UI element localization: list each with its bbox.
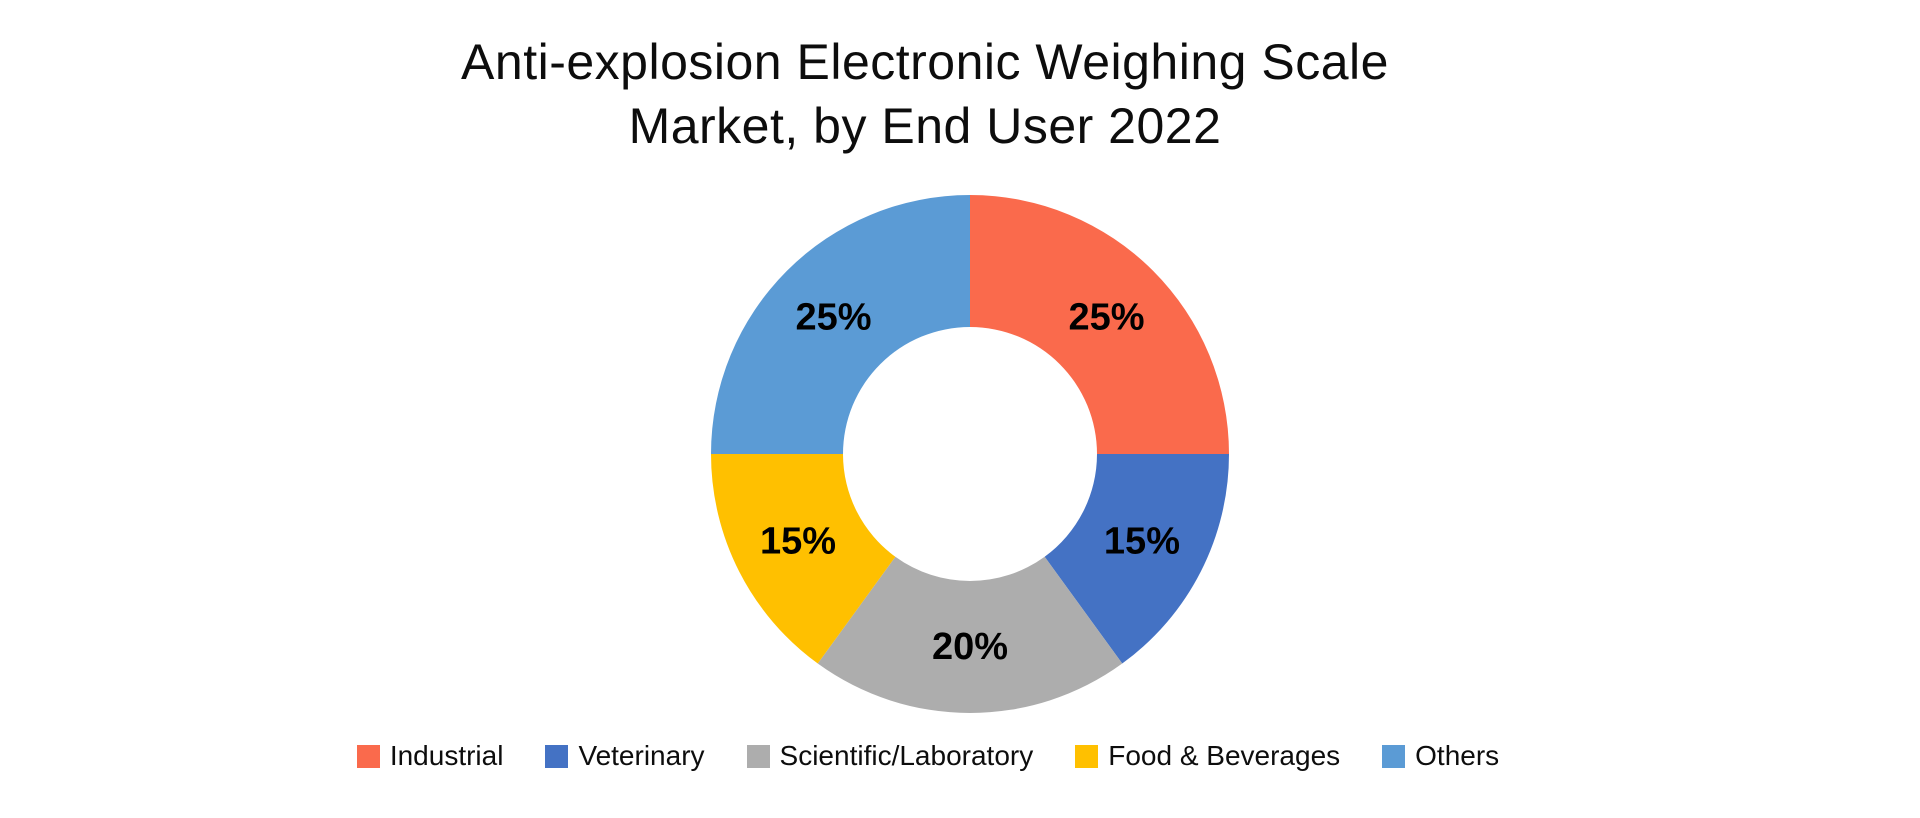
legend-item-others: Others (1382, 740, 1499, 772)
donut-chart: 25% 15% 20% 15% 25% (711, 195, 1229, 713)
slice-label-industrial: 25% (1068, 297, 1144, 339)
slice-label-scientific-laboratory: 20% (932, 626, 1008, 668)
slice-label-veterinary: 15% (1104, 521, 1180, 563)
donut-slice-scientific-laboratory (817, 556, 1123, 713)
legend-label-veterinary: Veterinary (578, 740, 705, 771)
legend-item-scientific-laboratory: Scientific/Laboratory (746, 740, 1034, 772)
legend-label-food-beverages: Food & Beverages (1108, 740, 1341, 771)
legend-swatch-industrial (356, 744, 380, 768)
slice-label-food-beverages: 15% (760, 521, 836, 563)
legend-item-industrial: Industrial (356, 740, 504, 772)
legend-swatch-veterinary (545, 744, 569, 768)
legend-item-food-beverages: Food & Beverages (1075, 740, 1340, 772)
legend-swatch-others (1382, 744, 1406, 768)
donut-slice-others (711, 195, 970, 454)
donut-slices (711, 195, 1229, 713)
donut-slice-industrial (970, 195, 1229, 454)
donut-slice-food-beverages (711, 454, 896, 664)
chart-title-line1: Anti-explosion Electronic Weighing Scale (461, 34, 1389, 90)
legend-item-veterinary: Veterinary (545, 740, 705, 772)
chart-title: Anti-explosion Electronic Weighing Scale… (0, 30, 1920, 158)
donut-slice-labels: 25% 15% 20% 15% 25% (760, 297, 1180, 668)
legend-swatch-scientific-laboratory (746, 744, 770, 768)
legend-label-scientific-laboratory: Scientific/Laboratory (779, 740, 1034, 771)
slice-label-others: 25% (795, 297, 871, 339)
chart-title-line2: Market, by End User 2022 (628, 98, 1222, 154)
donut-slice-veterinary (1044, 454, 1229, 664)
legend: Industrial Veterinary Scientific/Laborator… (0, 740, 1920, 772)
legend-label-others: Others (1415, 740, 1500, 771)
legend-label-industrial: Industrial (389, 740, 504, 771)
legend-swatch-food-beverages (1075, 744, 1099, 768)
